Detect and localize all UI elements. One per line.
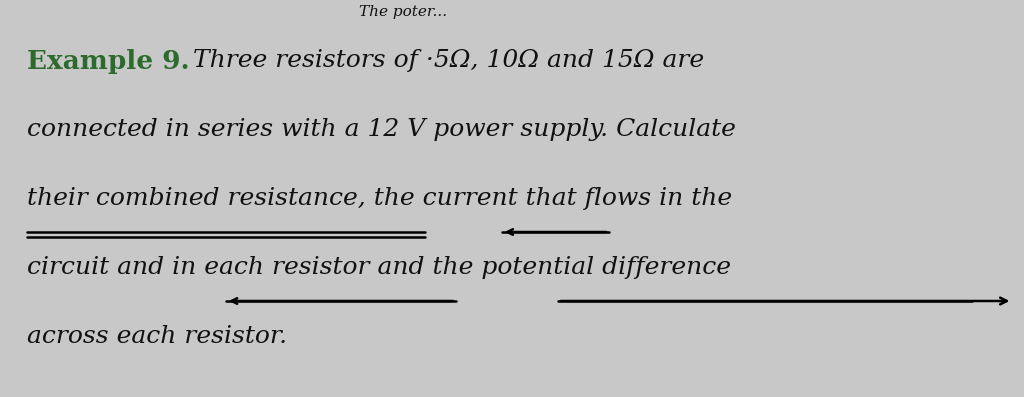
- Text: connected in series with a 12 V power supply. Calculate: connected in series with a 12 V power su…: [27, 118, 736, 141]
- Text: Three resistors of ·5Ω, 10Ω and 15Ω are: Three resistors of ·5Ω, 10Ω and 15Ω are: [185, 49, 705, 72]
- Text: Example 9.: Example 9.: [27, 49, 189, 74]
- Text: their combined resistance, the current that flows in the: their combined resistance, the current t…: [27, 187, 732, 210]
- Text: circuit and in each resistor and the potential difference: circuit and in each resistor and the pot…: [27, 256, 731, 279]
- Text: across each resistor.: across each resistor.: [27, 325, 287, 348]
- Text: The poter...: The poter...: [358, 5, 446, 19]
